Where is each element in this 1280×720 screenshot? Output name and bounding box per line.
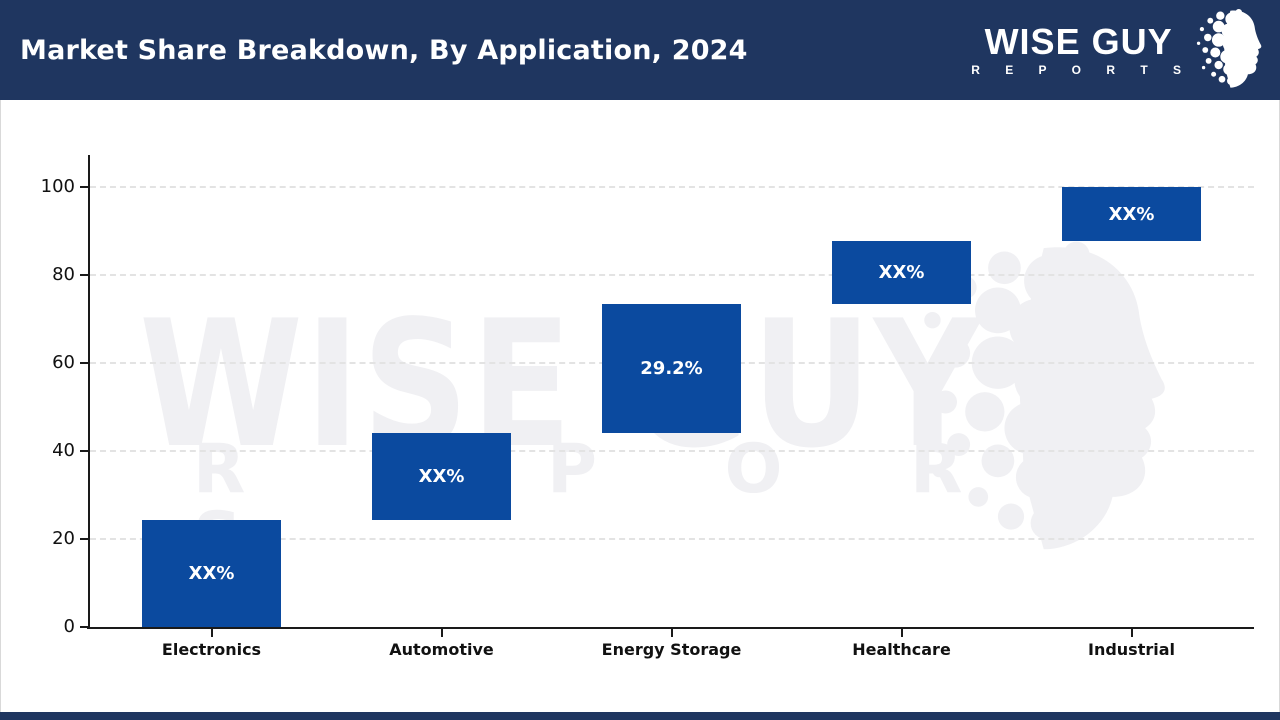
bar: XX% <box>142 520 281 627</box>
x-tick <box>440 629 443 637</box>
x-category-label: Automotive <box>389 640 494 659</box>
y-axis-line <box>88 155 90 629</box>
x-category-label: Industrial <box>1087 640 1175 659</box>
y-tick-label: 40 <box>52 440 75 461</box>
plot-area: 0 20 40 60 80 100 XX% Electronics XX% Automotive 2… <box>1 100 1279 712</box>
logo-head-icon <box>1196 9 1262 88</box>
bar-value-label: 29.2% <box>640 358 703 380</box>
bar-value-label: XX% <box>188 563 235 585</box>
x-category-label: Electronics <box>161 640 262 659</box>
bar-value-label: XX% <box>878 262 925 284</box>
y-tick <box>80 274 88 276</box>
x-category-label: Healthcare <box>852 640 951 659</box>
footer-bar <box>0 712 1280 720</box>
bar: 29.2% <box>602 304 741 433</box>
gridline <box>90 274 1254 276</box>
chart-region: WISE GUY R E P O R T S 020406080100XX%El… <box>0 100 1280 712</box>
bar: XX% <box>1062 187 1201 242</box>
bar: XX% <box>372 432 511 521</box>
x-tick <box>900 629 903 637</box>
gridline <box>90 186 1254 188</box>
y-tick-label: 20 <box>52 528 75 549</box>
header-bar: Market Share Breakdown, By Application, … <box>0 0 1280 100</box>
x-tick <box>1130 629 1133 637</box>
x-tick <box>670 629 673 637</box>
x-category-label: Energy Storage <box>601 640 742 659</box>
bar-value-label: XX% <box>418 466 465 487</box>
y-tick-label: 0 <box>63 616 75 637</box>
wiseguy-logo: WISE GUY R E P O R T S <box>965 0 1266 100</box>
y-tick-label: 100 <box>40 176 75 197</box>
logo-line1: WISE GUY <box>984 21 1173 62</box>
y-tick <box>80 362 88 364</box>
logo-line2: R E P O R T S <box>971 63 1192 77</box>
logo-wordmark: WISE GUY R E P O R T S <box>965 21 1192 77</box>
page-title: Market Share Breakdown, By Application, … <box>20 34 748 66</box>
bar: XX% <box>832 241 971 305</box>
y-tick <box>80 450 88 452</box>
gridline <box>90 450 1254 452</box>
y-tick-label: 80 <box>52 264 75 285</box>
y-tick-label: 60 <box>52 352 75 373</box>
y-tick <box>80 538 88 540</box>
x-tick <box>210 629 213 637</box>
y-tick <box>80 186 88 188</box>
gridline <box>90 538 1254 540</box>
y-tick <box>80 626 88 628</box>
x-axis-line <box>87 627 1254 629</box>
bar-value-label: XX% <box>1108 203 1155 225</box>
